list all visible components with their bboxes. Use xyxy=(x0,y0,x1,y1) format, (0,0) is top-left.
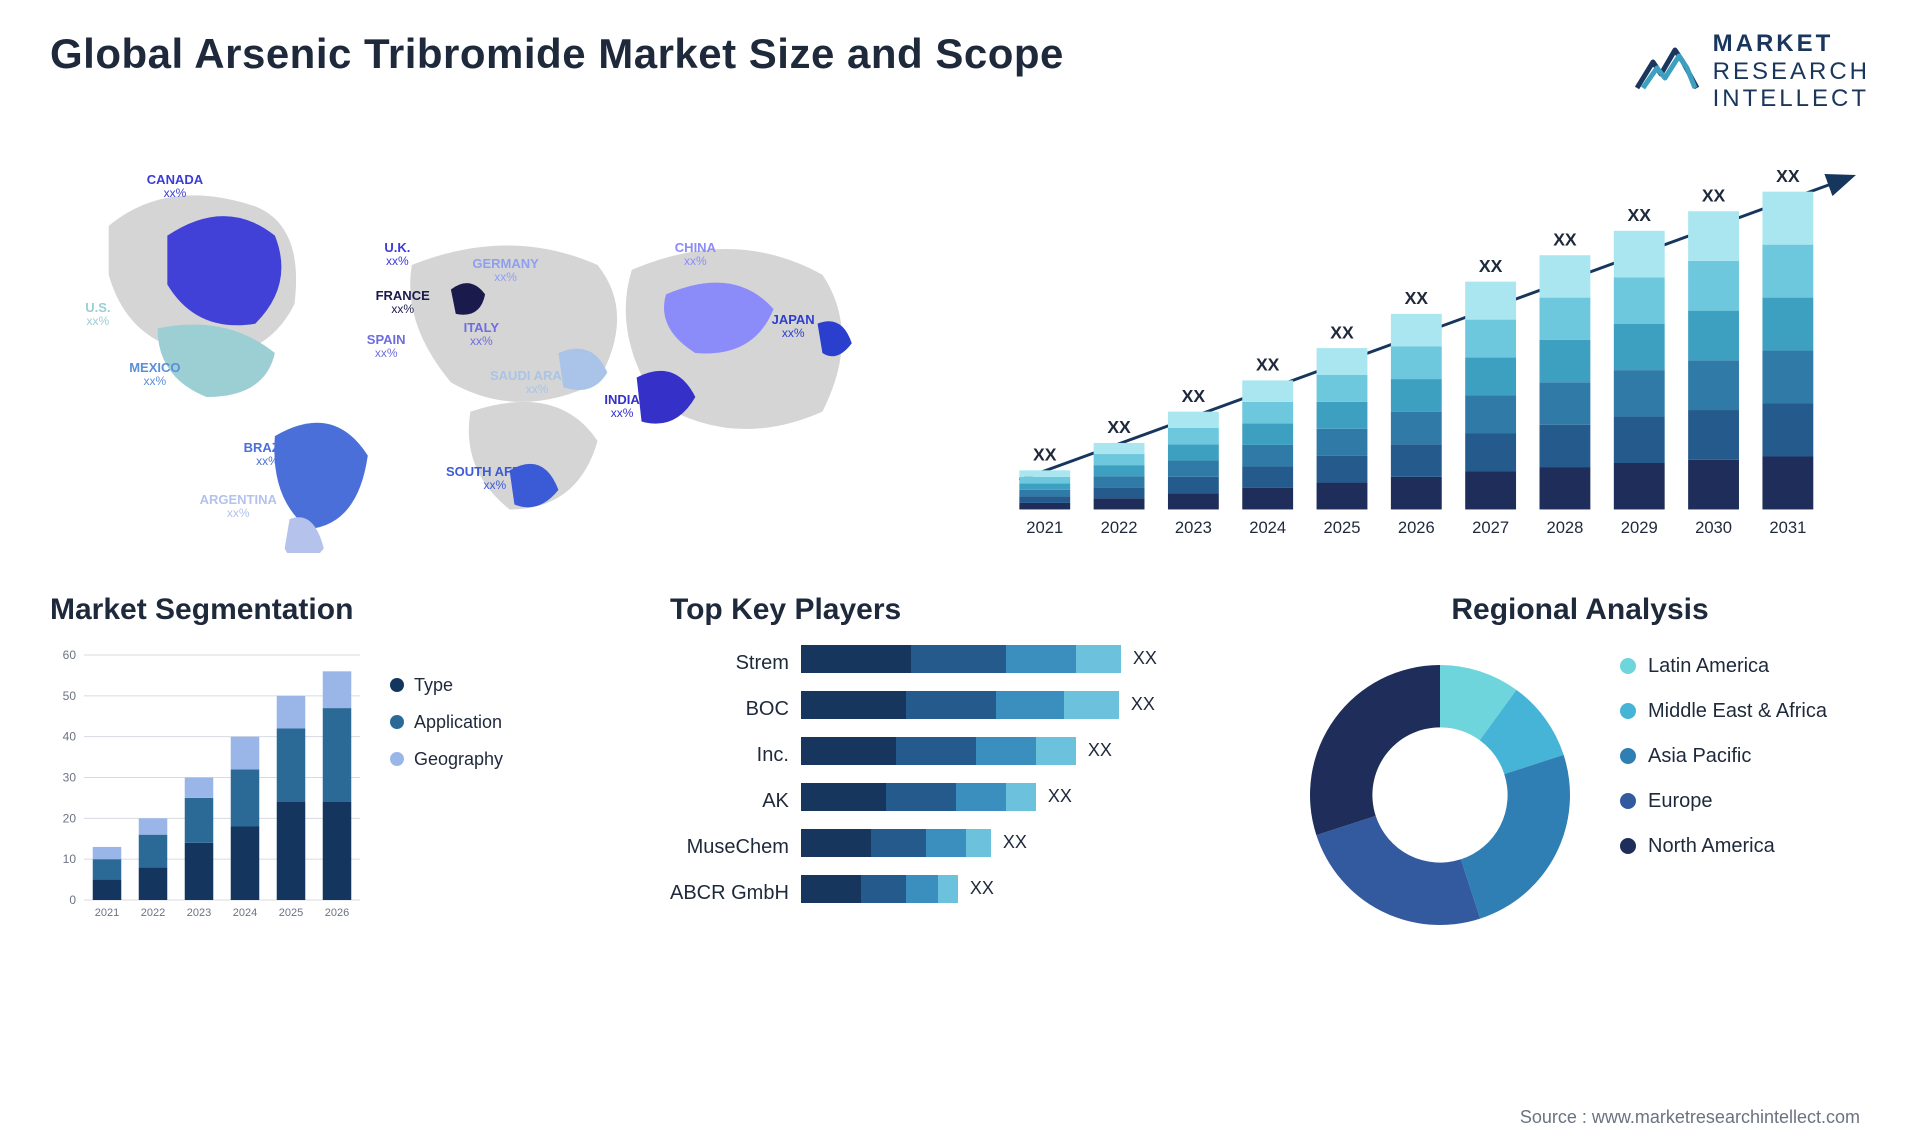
country-label-u-s-: U.S.xx% xyxy=(85,301,110,328)
svg-text:XX: XX xyxy=(1330,322,1354,342)
country-label-spain: SPAINxx% xyxy=(367,333,406,360)
svg-text:2029: 2029 xyxy=(1621,518,1658,537)
svg-text:2030: 2030 xyxy=(1695,518,1732,537)
world-map: CANADAxx% U.S.xx% MEXICOxx% BRAZILxx% ARGENT… xyxy=(50,153,930,553)
map-svg xyxy=(50,153,930,553)
kp-value: XX xyxy=(970,878,994,899)
country-label-italy: ITALYxx% xyxy=(464,321,499,348)
segmentation-panel: Market Segmentation 0 10 20 30 40 50 60 2021 202… xyxy=(50,593,630,945)
logo-text-1: MARKET xyxy=(1713,30,1870,58)
page-title: Global Arsenic Tribromide Market Size an… xyxy=(50,30,1064,78)
kp-bar-row: XX xyxy=(801,875,1250,903)
kp-value: XX xyxy=(1133,648,1157,669)
svg-text:50: 50 xyxy=(63,689,77,703)
regional-legend: Latin America Middle East & Africa Asia Pa… xyxy=(1620,645,1827,858)
kp-value: XX xyxy=(1003,832,1027,853)
svg-text:60: 60 xyxy=(63,648,77,662)
kp-label: AK xyxy=(670,787,789,815)
svg-text:0: 0 xyxy=(69,893,76,907)
country-label-canada: CANADAxx% xyxy=(147,173,203,200)
kp-value: XX xyxy=(1048,786,1072,807)
svg-text:XX: XX xyxy=(1479,256,1503,276)
source-label: Source : www.marketresearchintellect.com xyxy=(1520,1107,1860,1128)
key-players-bars: XX XX XX XX XX XX xyxy=(801,645,1250,907)
logo-text-3: INTELLECT xyxy=(1713,85,1870,113)
svg-text:20: 20 xyxy=(63,811,77,825)
kp-value: XX xyxy=(1131,694,1155,715)
svg-text:2031: 2031 xyxy=(1769,518,1806,537)
country-label-germany: GERMANYxx% xyxy=(472,257,538,284)
country-label-france: FRANCExx% xyxy=(376,289,430,316)
svg-text:2025: 2025 xyxy=(1324,518,1361,537)
country-label-mexico: MEXICOxx% xyxy=(129,361,180,388)
key-players-panel: Top Key Players Strem BOC Inc. AK MuseChem AB… xyxy=(670,593,1250,945)
svg-text:2021: 2021 xyxy=(1026,518,1063,537)
country-label-china: CHINAxx% xyxy=(675,241,716,268)
svg-text:2022: 2022 xyxy=(1101,518,1138,537)
kp-label: BOC xyxy=(670,695,789,723)
svg-text:XX: XX xyxy=(1182,386,1206,406)
country-label-saudi-arabia: SAUDI ARABIAxx% xyxy=(490,369,584,396)
kp-bar-row: XX xyxy=(801,783,1250,811)
svg-text:2026: 2026 xyxy=(325,907,349,919)
ra-legend-north-america: North America xyxy=(1620,835,1827,858)
svg-text:30: 30 xyxy=(63,770,77,784)
svg-text:XX: XX xyxy=(1405,288,1429,308)
svg-text:2024: 2024 xyxy=(233,907,257,919)
svg-text:2024: 2024 xyxy=(1249,518,1286,537)
svg-text:2028: 2028 xyxy=(1546,518,1583,537)
country-label-south-africa: SOUTH AFRICAxx% xyxy=(446,465,544,492)
country-label-argentina: ARGENTINAxx% xyxy=(200,493,277,520)
country-label-u-k-: U.K.xx% xyxy=(384,241,410,268)
ra-legend-latin-america: Latin America xyxy=(1620,655,1827,678)
kp-label: Inc. xyxy=(670,741,789,769)
svg-text:2027: 2027 xyxy=(1472,518,1509,537)
svg-text:2026: 2026 xyxy=(1398,518,1435,537)
svg-text:2021: 2021 xyxy=(95,907,119,919)
svg-text:XX: XX xyxy=(1033,444,1057,464)
svg-text:XX: XX xyxy=(1553,229,1577,249)
kp-label: MuseChem xyxy=(670,833,789,861)
key-players-labels: Strem BOC Inc. AK MuseChem ABCR GmbH xyxy=(670,645,789,907)
seg-legend-type: Type xyxy=(390,675,503,696)
svg-text:XX: XX xyxy=(1256,354,1280,374)
svg-text:2023: 2023 xyxy=(187,907,211,919)
regional-panel: Regional Analysis Latin America Middle Ea… xyxy=(1290,593,1870,945)
svg-text:XX: XX xyxy=(1702,185,1726,205)
svg-text:40: 40 xyxy=(63,729,77,743)
segmentation-chart: 0 10 20 30 40 50 60 2021 2022 2023 2024 2025 2026 xyxy=(50,645,370,925)
logo-text-2: RESEARCH xyxy=(1713,58,1870,86)
segmentation-legend: Type Application Geography xyxy=(390,645,503,770)
svg-text:XX: XX xyxy=(1776,166,1800,186)
svg-text:10: 10 xyxy=(63,852,77,866)
regional-title: Regional Analysis xyxy=(1290,593,1870,627)
country-label-india: INDIAxx% xyxy=(604,393,639,420)
key-players-title: Top Key Players xyxy=(670,593,1250,627)
kp-label: Strem xyxy=(670,649,789,677)
ra-legend-asia-pacific: Asia Pacific xyxy=(1620,745,1827,768)
svg-text:2025: 2025 xyxy=(279,907,303,919)
country-label-japan: JAPANxx% xyxy=(772,313,815,340)
brand-logo: MARKET RESEARCH INTELLECT xyxy=(1635,30,1870,113)
svg-text:XX: XX xyxy=(1628,205,1652,225)
segmentation-title: Market Segmentation xyxy=(50,593,630,627)
kp-bar-row: XX xyxy=(801,645,1250,673)
seg-legend-geography: Geography xyxy=(390,749,503,770)
kp-bar-row: XX xyxy=(801,737,1250,765)
svg-text:2022: 2022 xyxy=(141,907,165,919)
seg-legend-application: Application xyxy=(390,712,503,733)
svg-text:XX: XX xyxy=(1107,417,1131,437)
ra-legend-europe: Europe xyxy=(1620,790,1827,813)
regional-donut xyxy=(1290,645,1590,945)
kp-bar-row: XX xyxy=(801,691,1250,719)
ra-legend-middle-east-africa: Middle East & Africa xyxy=(1620,700,1827,723)
growth-bar-chart: XX 2021 XX 2022 XX 2023 XX 2024 XX 2025 XX 2026 XX 20… xyxy=(990,153,1870,553)
logo-icon xyxy=(1635,44,1699,98)
kp-bar-row: XX xyxy=(801,829,1250,857)
kp-value: XX xyxy=(1088,740,1112,761)
country-label-brazil: BRAZILxx% xyxy=(244,441,292,468)
svg-text:2023: 2023 xyxy=(1175,518,1212,537)
kp-label: ABCR GmbH xyxy=(670,879,789,907)
